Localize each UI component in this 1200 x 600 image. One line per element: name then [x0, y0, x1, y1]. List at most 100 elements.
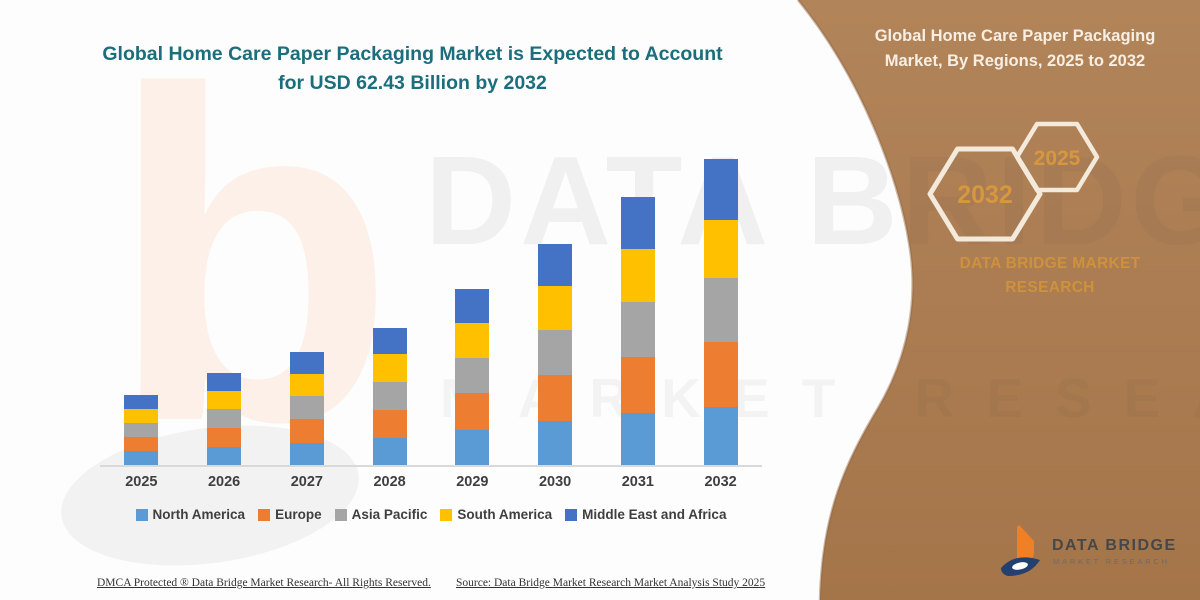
bar-area — [182, 152, 266, 467]
side-panel-title: Global Home Care Paper Packaging Market,… — [874, 27, 1156, 70]
bar-segment-middle-east-and-africa — [455, 289, 490, 323]
bar-column-2030: 2030 — [513, 152, 597, 490]
side-panel-edge — [797, 0, 914, 600]
legend-label: Asia Pacific — [351, 507, 428, 522]
legend-label: North America — [152, 507, 246, 522]
dmca-notice: DMCA Protected ® Data Bridge Market Rese… — [97, 577, 431, 589]
bar-segment-south-america — [124, 408, 159, 423]
hexagon-2025 — [1014, 121, 1100, 193]
bar-segment-south-america — [289, 373, 324, 397]
legend-label: South America — [457, 507, 553, 522]
legend-item-asia-pacific: Asia Pacific — [334, 507, 428, 522]
bar-segment-south-america — [703, 220, 738, 279]
bar-segment-middle-east-and-africa — [703, 159, 738, 221]
legend-swatch-icon — [440, 508, 453, 521]
bar-column-2028: 2028 — [348, 152, 431, 490]
bar-column-2029: 2029 — [431, 152, 514, 490]
side-panel-shape — [798, 0, 1200, 600]
bar-segment-middle-east-and-africa — [207, 373, 242, 391]
bar-segment-asia-pacific — [538, 329, 573, 375]
bar-segment-asia-pacific — [207, 409, 242, 428]
bar-area — [431, 152, 514, 467]
bar-segment-north-america — [703, 406, 738, 465]
legend-label: Europe — [275, 507, 322, 522]
x-axis-label-2032: 2032 — [704, 474, 737, 490]
bar-segment-asia-pacific — [620, 301, 655, 357]
bar-stack-2027 — [289, 351, 324, 465]
bar-segment-middle-east-and-africa — [289, 351, 324, 374]
logo-eye-highlight — [1012, 562, 1028, 570]
bar-stack-2030 — [538, 243, 573, 465]
legend-item-north-america: North America — [135, 507, 246, 522]
chart-legend: North America Europe Asia Pacific South Ame… — [95, 507, 767, 522]
bar-area — [596, 152, 680, 467]
logo-flame-icon — [1017, 525, 1034, 561]
logo-subname: MARKET RESEARCH — [1053, 557, 1170, 566]
bar-segment-asia-pacific — [124, 422, 159, 437]
bar-segment-south-america — [372, 354, 407, 382]
x-axis-label-2030: 2030 — [538, 474, 572, 490]
bar-segment-south-america — [455, 322, 490, 358]
brand-caption: DATA BRIDGE MARKET RESEARCH — [959, 255, 1141, 297]
legend-swatch-icon — [334, 508, 347, 521]
bar-segment-asia-pacific — [289, 396, 324, 420]
bar-column-2031: 2031 — [596, 152, 680, 490]
bar-segment-europe — [455, 393, 490, 430]
x-axis-label-2031: 2031 — [621, 474, 654, 490]
bar-segment-europe — [538, 374, 573, 421]
x-axis-label-2025: 2025 — [125, 474, 158, 490]
bar-segment-middle-east-and-africa — [124, 395, 159, 409]
bar-segment-middle-east-and-africa — [620, 197, 655, 249]
bar-segment-europe — [703, 341, 738, 407]
bar-segment-europe — [207, 427, 242, 447]
source-note: Source: Data Bridge Market Research Mark… — [456, 577, 766, 589]
bar-segment-north-america — [207, 446, 242, 465]
bar-segment-europe — [620, 356, 655, 414]
bar-segment-asia-pacific — [703, 278, 738, 342]
x-axis-label-2029: 2029 — [456, 474, 489, 490]
hexagon-2025-label: 2025 — [1034, 147, 1081, 170]
bar-area — [265, 152, 349, 467]
bar-segment-europe — [124, 436, 159, 452]
legend-label: Middle East and Africa — [582, 507, 727, 522]
bar-area — [348, 152, 431, 467]
legend-swatch-icon — [565, 508, 578, 521]
stacked-bar-chart: 2025 2026 2027 2028 2029 2030 2031 2032 — [100, 152, 762, 490]
bar-segment-north-america — [289, 442, 324, 465]
logo-name: DATA BRIDGE — [1052, 537, 1177, 554]
bar-stack-2028 — [372, 327, 407, 465]
bar-area — [100, 152, 183, 467]
bar-stack-2025 — [124, 395, 159, 465]
legend-swatch-icon — [135, 508, 148, 521]
bar-segment-south-america — [538, 285, 573, 330]
chart-title: Global Home Care Paper Packaging Market … — [102, 43, 723, 95]
bar-area — [679, 152, 762, 467]
bar-segment-middle-east-and-africa — [372, 327, 407, 355]
bar-segment-north-america — [620, 413, 655, 465]
hexagon-2032 — [927, 146, 1043, 242]
legend-item-south-america: South America — [440, 507, 552, 522]
bar-stack-2031 — [620, 197, 655, 465]
legend-item-europe: Europe — [258, 507, 322, 522]
bar-area — [513, 152, 597, 467]
bar-segment-south-america — [207, 390, 242, 410]
year-hexagons: 2032 2025 — [927, 121, 1100, 242]
bar-segment-north-america — [372, 438, 407, 465]
bar-segment-asia-pacific — [455, 357, 490, 394]
x-axis-label-2026: 2026 — [207, 474, 241, 490]
bar-segment-north-america — [124, 451, 159, 465]
bar-column-2032: 2032 — [679, 152, 762, 490]
bar-stack-2026 — [207, 373, 242, 465]
bar-plot-row: 2025 2026 2027 2028 2029 2030 2031 2032 — [100, 152, 762, 490]
x-axis-label-2028: 2028 — [373, 474, 406, 490]
bar-segment-europe — [372, 409, 407, 438]
data-bridge-logo: DATA BRIDGE MARKET RESEARCH — [1001, 525, 1177, 576]
bar-segment-south-america — [620, 248, 655, 302]
bar-stack-2029 — [455, 289, 490, 465]
bar-column-2026: 2026 — [182, 152, 266, 490]
hexagon-2032-label: 2032 — [957, 181, 1013, 209]
bar-segment-asia-pacific — [372, 381, 407, 410]
bar-segment-north-america — [538, 420, 573, 465]
